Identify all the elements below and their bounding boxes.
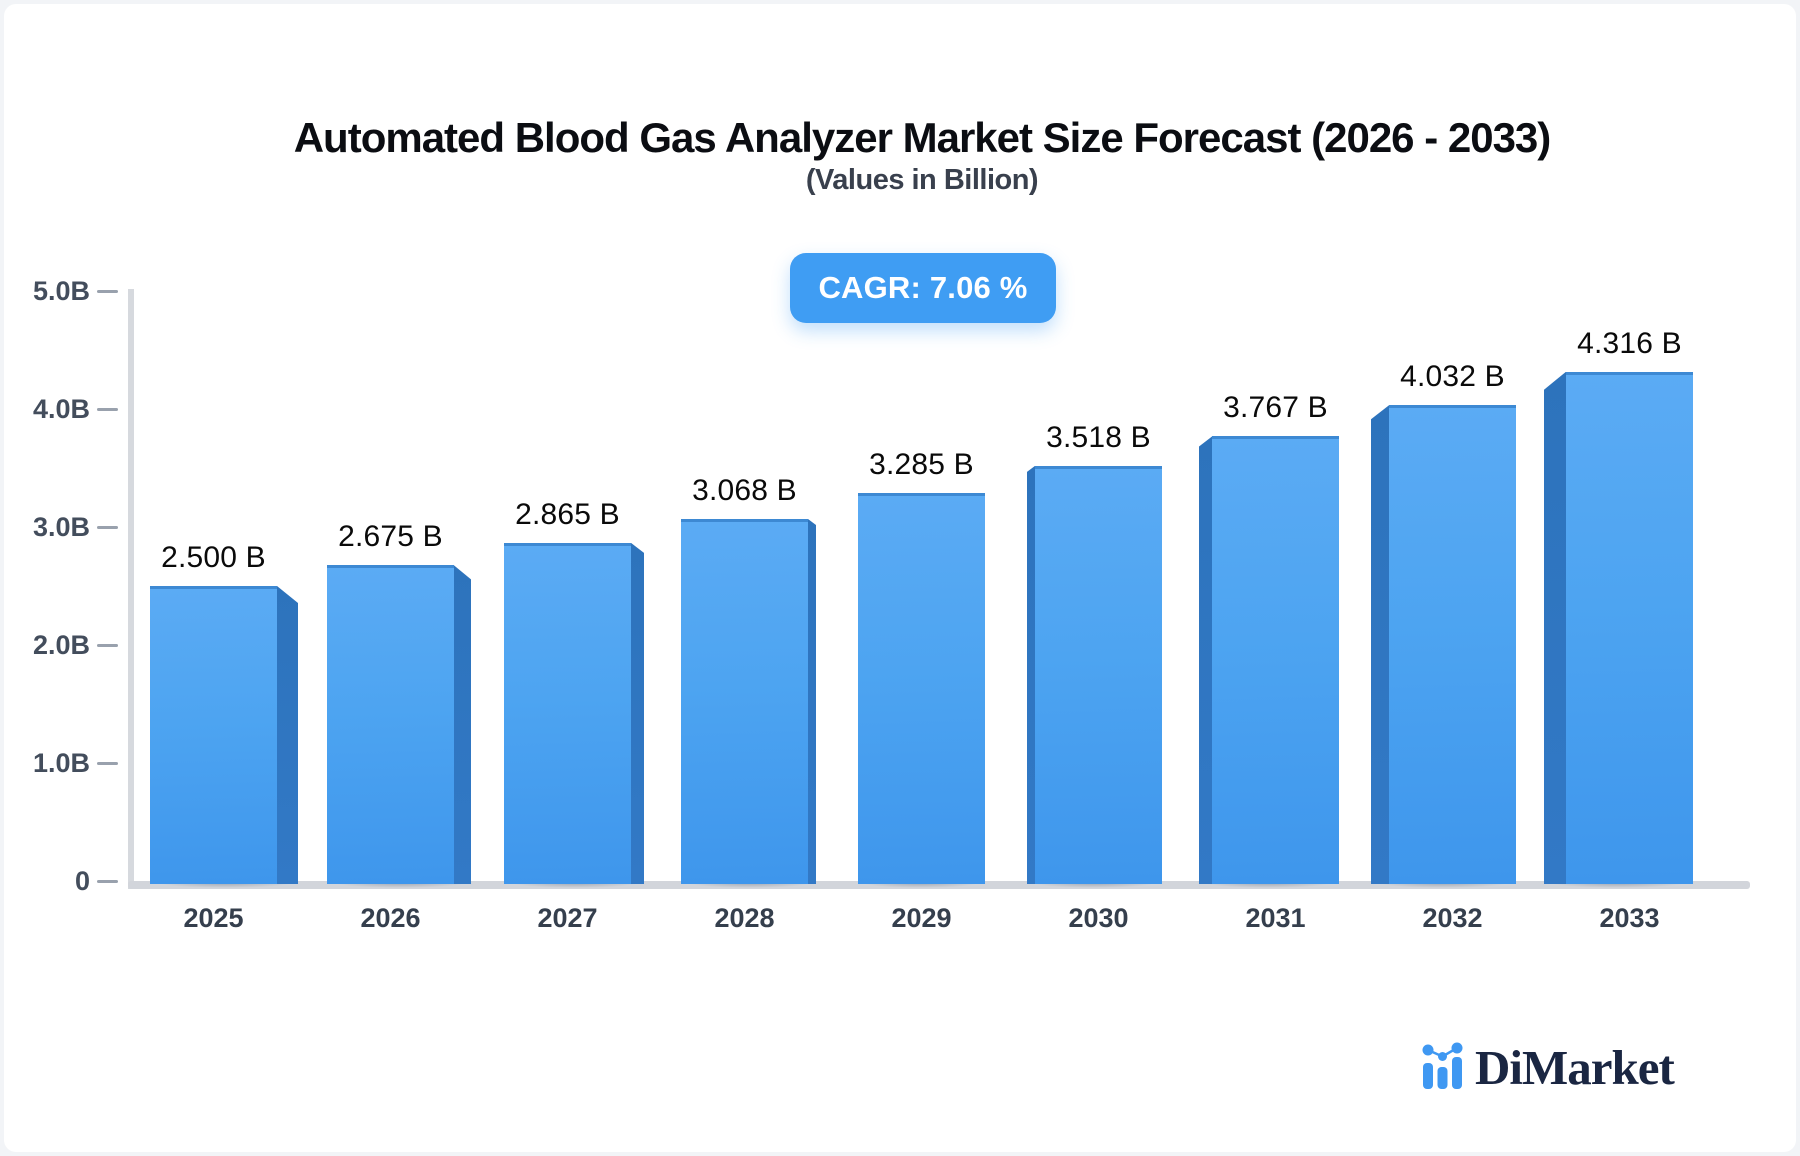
bar-3d-side (277, 586, 298, 884)
x-axis-label: 2032 (1422, 903, 1483, 933)
bar (1389, 405, 1516, 884)
bar (858, 493, 985, 884)
bar-value-label: 3.518 B (1046, 420, 1151, 454)
y-axis-tick (97, 880, 118, 883)
bar (150, 586, 277, 884)
y-axis-tick (97, 408, 118, 411)
bar-value-label: 3.285 B (869, 448, 974, 482)
y-axis-line (128, 289, 134, 889)
bar (681, 518, 808, 884)
y-axis-tick (97, 290, 118, 293)
y-axis-tick-label: 3.0B (32, 512, 90, 542)
y-axis-tick-label: 5.0B (32, 276, 90, 306)
chart-title: Automated Blood Gas Analyzer Market Size… (293, 114, 1552, 161)
bar-value-label: 3.068 B (692, 473, 797, 507)
logo-chart-icon (1422, 1042, 1463, 1089)
x-axis-label: 2033 (1599, 903, 1660, 933)
x-axis-label: 2025 (183, 903, 244, 933)
bar-3d-side (1371, 405, 1389, 884)
x-axis-label: 2030 (1068, 903, 1129, 933)
x-axis-label: 2028 (714, 903, 775, 933)
x-axis-baseline (128, 881, 1750, 889)
y-axis-tick-label: 2.0B (32, 630, 90, 660)
bar-value-label: 2.500 B (161, 541, 266, 574)
bar-3d-side (1027, 465, 1035, 884)
x-axis-label: 2027 (537, 903, 598, 933)
bar-3d-side (808, 518, 816, 884)
bar (1035, 465, 1162, 884)
bar-value-label: 2.865 B (515, 497, 620, 531)
y-axis-tick (97, 762, 118, 765)
cagr-badge: CAGR: 7.06 % (790, 253, 1056, 323)
logo-text: DiMarket (1475, 1040, 1675, 1095)
y-axis-tick (97, 644, 118, 647)
y-axis-tick-label: 4.0B (32, 394, 90, 424)
dimarket-logo: DiMarket (1421, 1040, 1675, 1096)
bar-value-label: 3.767 B (1223, 391, 1328, 425)
y-axis-tick (97, 526, 118, 529)
bar-3d-side (631, 542, 644, 884)
bar-value-label: 4.032 B (1400, 360, 1505, 394)
bar-3d-side (454, 565, 471, 884)
y-axis-tick-label: 1.0B (32, 748, 90, 778)
x-axis-label: 2026 (360, 903, 421, 933)
chart-subtitle: (Values in Billion) (805, 164, 1039, 196)
bar (327, 565, 454, 884)
x-axis-label: 2031 (1245, 903, 1306, 933)
x-axis-label: 2029 (891, 903, 952, 933)
bar-3d-side (1544, 371, 1566, 884)
y-axis-tick-label: 0 (74, 866, 90, 896)
bar (1566, 371, 1693, 884)
bar-value-label: 4.316 B (1577, 326, 1682, 360)
bar (1212, 436, 1339, 884)
bar (504, 542, 631, 884)
bar-value-label: 2.675 B (338, 520, 443, 554)
bar-3d-side (1199, 436, 1212, 884)
